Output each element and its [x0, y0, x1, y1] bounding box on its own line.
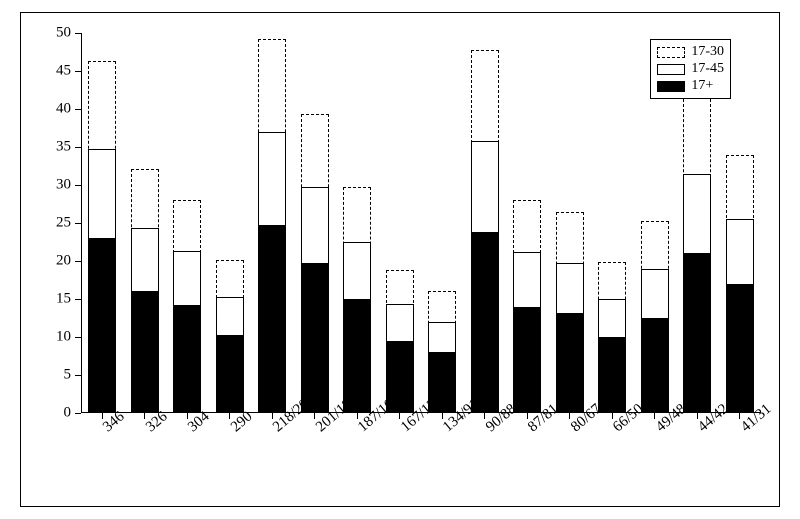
x-tick [569, 413, 570, 419]
plot-area: 05101520253035404550346326304290218/2022… [81, 33, 761, 413]
x-tick [654, 413, 655, 419]
y-tick-label: 35 [56, 139, 71, 156]
chart-frame: 05101520253035404550346326304290218/2022… [20, 12, 780, 507]
y-tick-label: 0 [64, 405, 72, 422]
x-tick [739, 413, 740, 419]
y-tick-label: 30 [56, 177, 71, 194]
y-tick [75, 33, 81, 34]
bar-17+ [598, 337, 626, 413]
bar-group [386, 33, 414, 413]
bar-group [173, 33, 201, 413]
bar-17+ [343, 299, 371, 413]
bar-group [88, 33, 116, 413]
bar-group [301, 33, 329, 413]
x-tick [102, 413, 103, 419]
legend: 17-3017-4517+ [650, 39, 731, 99]
y-tick-label: 15 [56, 291, 71, 308]
y-tick [75, 413, 81, 414]
bar-group [598, 33, 626, 413]
y-tick [75, 71, 81, 72]
bar-group [343, 33, 371, 413]
y-tick [75, 185, 81, 186]
y-tick-label: 40 [56, 101, 71, 118]
legend-label: 17-30 [691, 44, 724, 60]
y-tick-label: 20 [56, 253, 71, 270]
bar-17+ [88, 238, 116, 413]
x-tick [272, 413, 273, 419]
legend-label: 17+ [691, 78, 713, 94]
x-tick [144, 413, 145, 419]
legend-swatch [657, 81, 685, 92]
bar-17+ [641, 318, 669, 413]
x-tick [484, 413, 485, 419]
legend-item: 17-45 [657, 61, 724, 77]
bar-17+ [556, 313, 584, 413]
bar-17+ [513, 307, 541, 413]
bar-group [428, 33, 456, 413]
bar-group [471, 33, 499, 413]
y-tick [75, 299, 81, 300]
bar-17+ [173, 305, 201, 413]
bar-17+ [471, 232, 499, 413]
bar-17+ [386, 341, 414, 413]
bar-group [131, 33, 159, 413]
y-tick-label: 50 [56, 25, 71, 42]
bar-17+ [726, 284, 754, 413]
bar-17+ [131, 291, 159, 413]
bar-17+ [258, 225, 286, 413]
y-axis [81, 33, 82, 413]
y-tick-label: 25 [56, 215, 71, 232]
x-tick [527, 413, 528, 419]
x-tick [229, 413, 230, 419]
x-tick [442, 413, 443, 419]
y-tick-label: 45 [56, 63, 71, 80]
y-tick [75, 109, 81, 110]
bar-17+ [683, 253, 711, 413]
y-tick [75, 261, 81, 262]
legend-item: 17-30 [657, 44, 724, 60]
x-tick [357, 413, 358, 419]
legend-label: 17-45 [691, 61, 724, 77]
legend-swatch [657, 64, 685, 75]
x-tick [612, 413, 613, 419]
x-tick [187, 413, 188, 419]
legend-item: 17+ [657, 78, 724, 94]
y-tick-label: 5 [64, 367, 72, 384]
bar-group [513, 33, 541, 413]
y-tick [75, 147, 81, 148]
x-tick [314, 413, 315, 419]
y-tick [75, 223, 81, 224]
y-tick [75, 375, 81, 376]
x-tick [399, 413, 400, 419]
bar-17+ [301, 263, 329, 413]
bar-group [258, 33, 286, 413]
y-tick [75, 337, 81, 338]
x-tick [697, 413, 698, 419]
y-tick-label: 10 [56, 329, 71, 346]
bar-17+ [428, 352, 456, 413]
bar-group [216, 33, 244, 413]
legend-swatch [657, 47, 685, 58]
bar-17+ [216, 335, 244, 413]
bar-group [556, 33, 584, 413]
